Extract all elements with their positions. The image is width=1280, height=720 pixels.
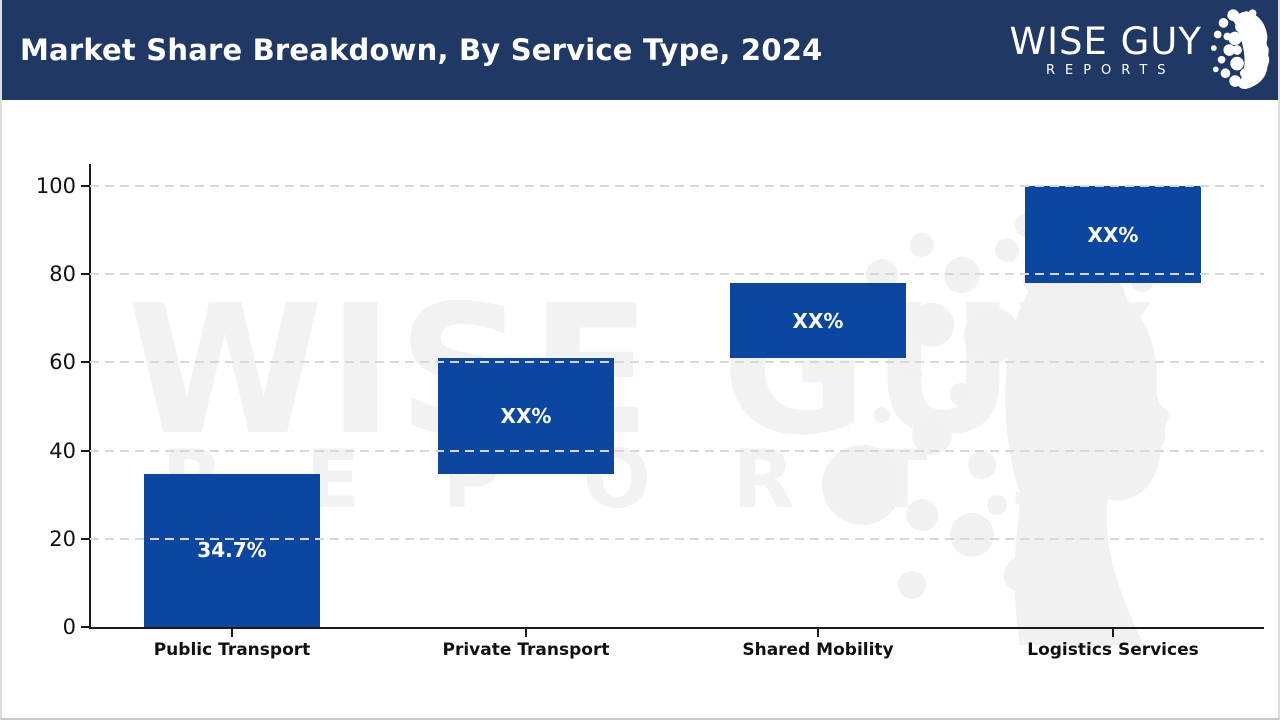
bar-private-transport [438, 357, 614, 474]
bar-public-transport [144, 473, 320, 627]
bar-shared-mobility [730, 283, 906, 358]
bar-value-label: 34.7% [197, 538, 267, 563]
gridline [90, 185, 1264, 187]
y-tick-mark [81, 185, 89, 187]
y-tick-mark [81, 626, 89, 628]
page-title: Market Share Breakdown, By Service Type,… [20, 33, 823, 67]
gridline [90, 537, 1264, 540]
y-tick-label: 0 [62, 615, 76, 639]
x-tick-mark [817, 629, 819, 637]
bar-logistics-services [1025, 186, 1201, 284]
y-tick-label: 40 [49, 438, 76, 463]
x-tick-mark [525, 629, 527, 637]
header-bar: Market Share Breakdown, By Service Type,… [2, 0, 1278, 100]
x-label-private-transport: Private Transport [442, 640, 610, 660]
y-tick-label: 60 [49, 350, 76, 375]
x-tick-mark [231, 629, 233, 637]
logo-face-icon [1210, 9, 1270, 90]
gridline [90, 273, 1264, 276]
wise-guy-logo: WISE GUY REPORTS [1010, 0, 1270, 100]
x-tick-mark [1112, 629, 1114, 637]
logo-subtext: REPORTS [1045, 62, 1176, 78]
y-tick-label: 20 [49, 526, 76, 551]
y-axis-spine [89, 164, 91, 629]
bar-value-label: XX% [792, 308, 844, 333]
bar-value-label: XX% [1087, 222, 1139, 247]
y-tick-label: 100 [35, 174, 76, 198]
x-label-public-transport: Public Transport [153, 640, 311, 660]
bar-value-label: XX% [500, 403, 552, 428]
x-label-shared-mobility: Shared Mobility [742, 640, 894, 660]
y-tick-mark [81, 449, 89, 452]
gridline [90, 361, 1264, 364]
y-tick-mark [81, 273, 89, 276]
y-tick-label: 80 [49, 262, 76, 287]
y-tick-mark [81, 537, 89, 540]
watermark-dotted-head [822, 213, 1169, 645]
y-tick-mark [81, 361, 89, 364]
gridline [90, 449, 1264, 452]
x-axis-spine [89, 627, 1264, 629]
logo-wordmark: WISE GUY [1009, 19, 1202, 63]
x-label-logistics-services: Logistics Services [1027, 640, 1199, 660]
